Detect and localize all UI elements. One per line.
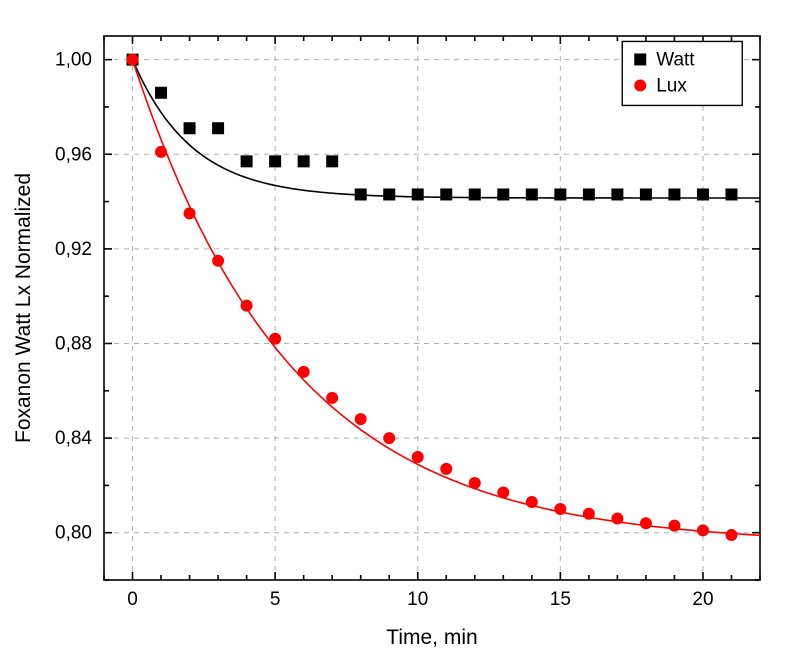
marker-watt [526,189,537,200]
marker-lux [498,487,509,498]
marker-lux [355,414,366,425]
marker-lux [412,452,423,463]
marker-lux [669,520,680,531]
x-axis-label: Time, min [386,626,477,649]
marker-lux [127,54,138,65]
marker-watt [555,189,566,200]
marker-watt [612,189,623,200]
marker-watt [327,156,338,167]
marker-watt [384,189,395,200]
marker-watt [156,87,167,98]
marker-lux [583,508,594,519]
marker-watt [697,189,708,200]
marker-lux [526,496,537,507]
marker-lux [640,518,651,529]
x-tick-label: 15 [550,589,571,610]
y-tick-label: 1,00 [55,50,92,71]
marker-lux [555,504,566,515]
marker-watt [355,189,366,200]
marker-lux [327,392,338,403]
marker-watt [583,189,594,200]
marker-lux [241,300,252,311]
marker-watt [441,189,452,200]
x-tick-label: 10 [407,589,428,610]
y-tick-label: 0,88 [55,333,92,354]
marker-watt [726,189,737,200]
marker-watt [184,123,195,134]
marker-watt [241,156,252,167]
y-tick-label: 0,80 [55,523,92,544]
legend-label-lux: Lux [656,75,687,96]
marker-watt [412,189,423,200]
y-tick-label: 0,84 [55,428,92,449]
marker-watt [669,189,680,200]
legend-label-watt: Watt [656,49,695,70]
marker-lux [469,478,480,489]
marker-watt [298,156,309,167]
marker-lux [726,530,737,541]
marker-lux [270,333,281,344]
marker-lux [384,433,395,444]
y-tick-label: 0,92 [55,239,92,260]
marker-lux [697,525,708,536]
y-axis-label: Foxanon Watt Lx Normalized [12,173,35,443]
marker-lux [213,255,224,266]
y-tick-label: 0,96 [55,144,92,165]
x-tick-label: 20 [692,589,713,610]
chart-container: 0 5 10 15 20 0,80 0,84 0,88 0,92 0,96 1,00 Time, mi… [0,0,800,662]
chart-svg: 0 5 10 15 20 0,80 0,84 0,88 0,92 0,96 1,00 Time, mi… [0,0,800,662]
marker-lux [612,513,623,524]
marker-lux [156,146,167,157]
marker-watt [213,123,224,134]
marker-lux [184,208,195,219]
marker-watt [469,189,480,200]
x-tick-label: 0 [127,589,138,610]
x-tick-label: 5 [270,589,281,610]
marker-watt [498,189,509,200]
marker-lux [441,463,452,474]
marker-watt [270,156,281,167]
marker-lux [298,366,309,377]
legend-marker-lux [634,79,646,91]
marker-watt [640,189,651,200]
legend-marker-watt [634,53,646,65]
